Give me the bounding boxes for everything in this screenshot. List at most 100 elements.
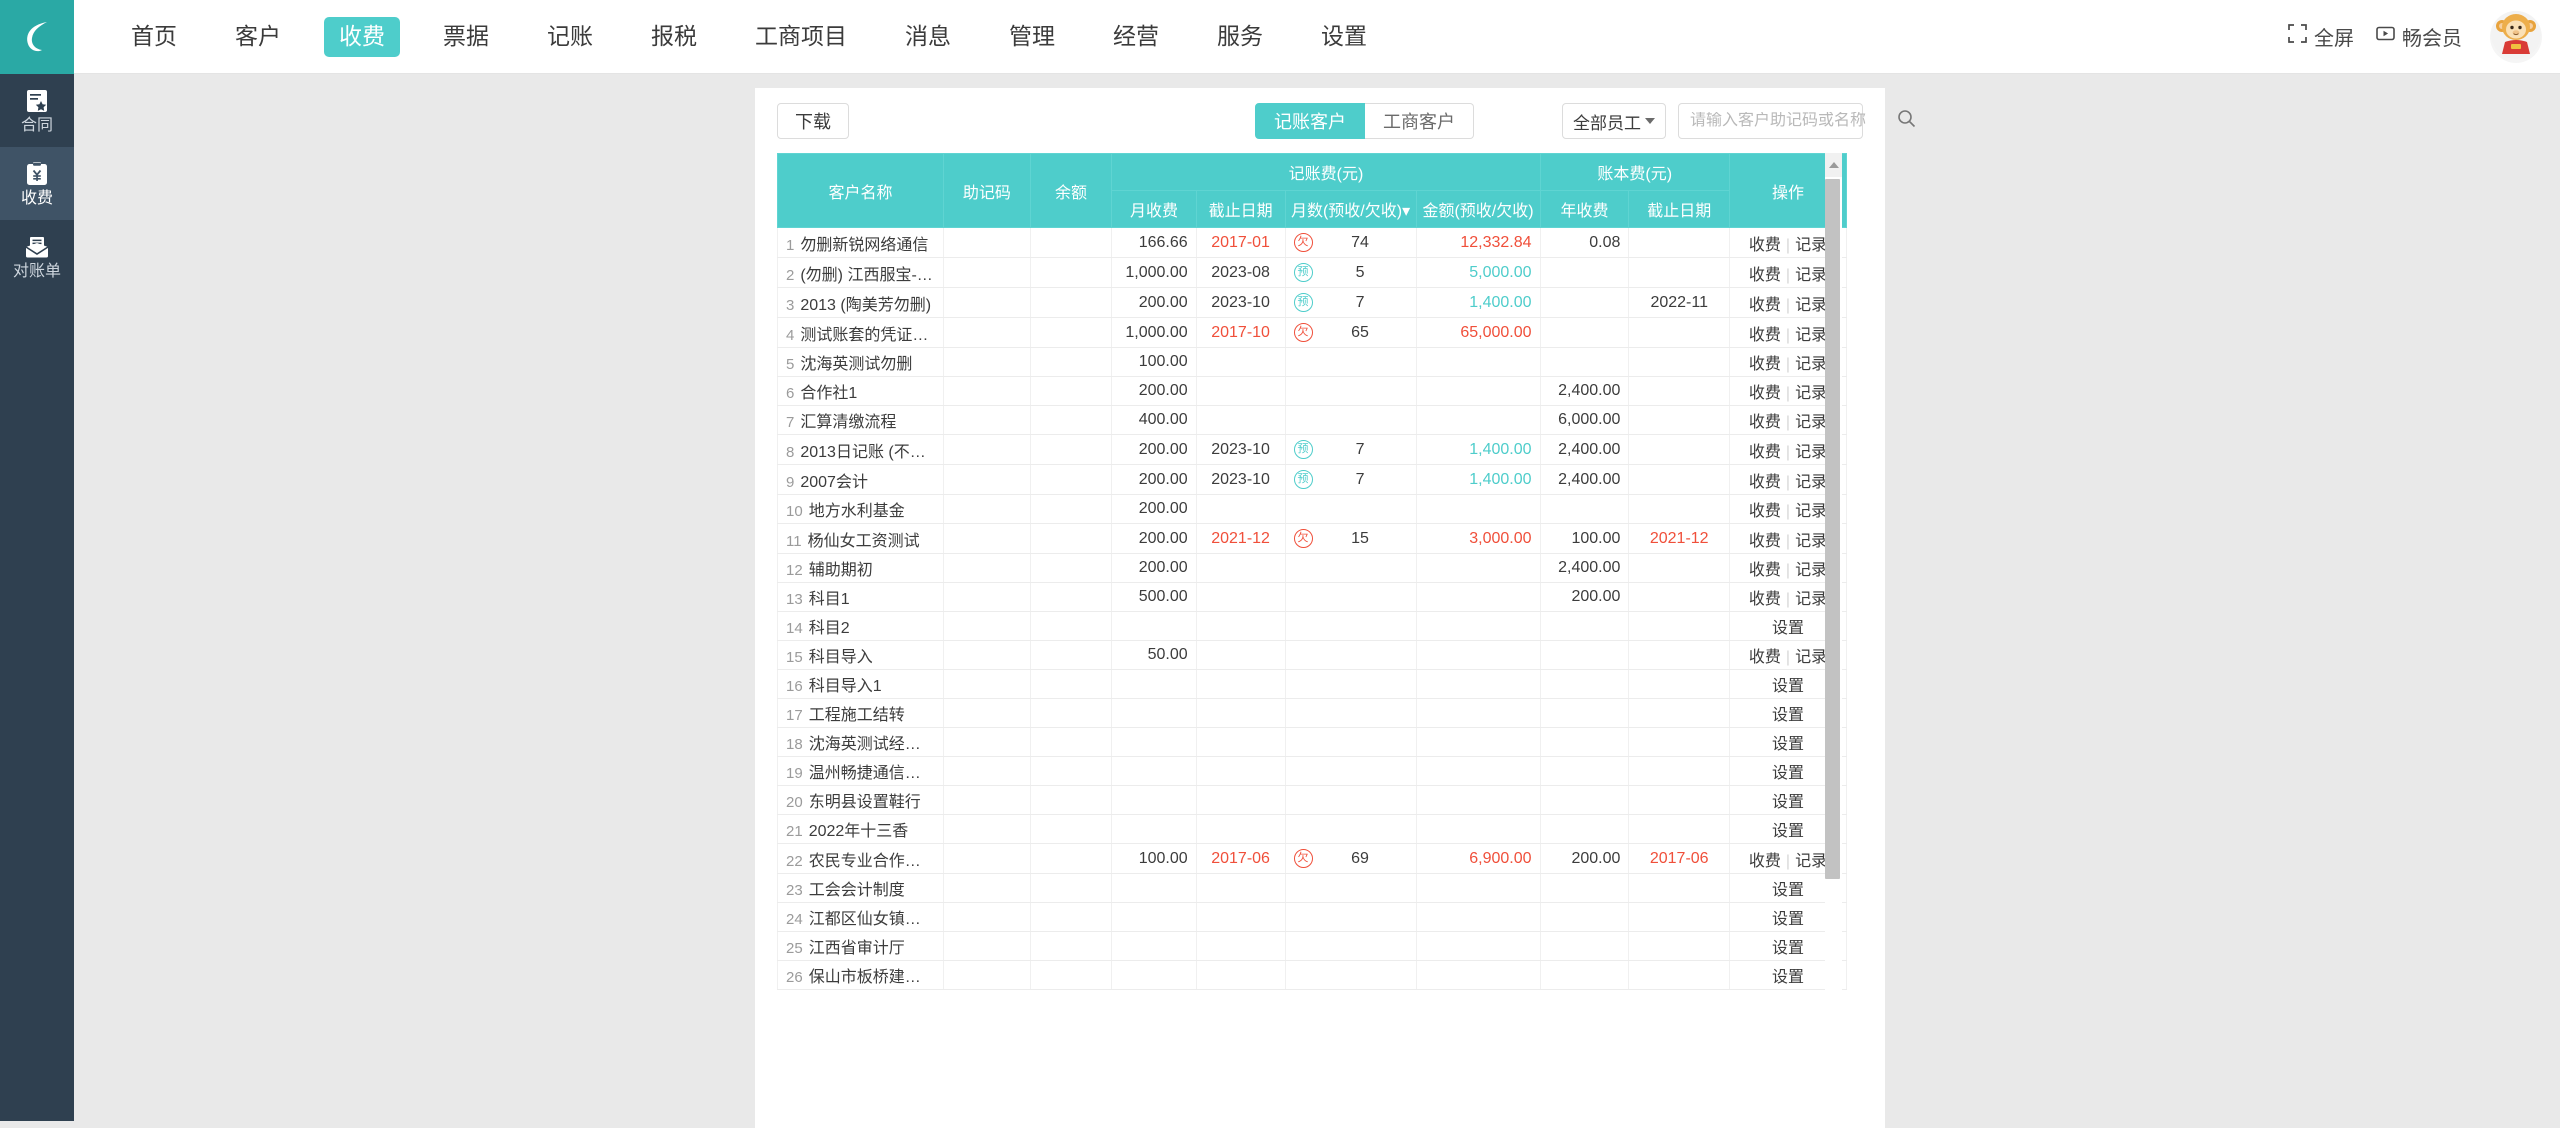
record-link[interactable]: 记录: [1795, 473, 1828, 491]
table-row[interactable]: 14 科目2 设置: [777, 611, 1847, 641]
cell-customer-name[interactable]: 4 测试账套的凭证打印...: [777, 317, 945, 348]
table-row[interactable]: 7 汇算清缴流程 400.00 6,000.00 收费 | 记录: [777, 405, 1847, 435]
nav-item-home[interactable]: 首页: [116, 17, 192, 56]
table-row[interactable]: 25 江西省审计厅 设置: [777, 931, 1847, 961]
table-row[interactable]: 21 2022年十三香 设置: [777, 814, 1847, 844]
charge-link[interactable]: 收费: [1748, 473, 1781, 491]
charge-link[interactable]: 收费: [1748, 443, 1781, 461]
setup-link[interactable]: 设置: [1771, 794, 1804, 811]
cell-customer-name[interactable]: 1 勿删新锐网络通信: [777, 227, 945, 258]
nav-item-operations[interactable]: 经营: [1098, 17, 1174, 56]
cell-customer-name[interactable]: 16 科目导入1: [777, 669, 945, 699]
table-row[interactable]: 19 温州畅捷通信息服务... 设置: [777, 756, 1847, 786]
search-icon[interactable]: [1897, 109, 1916, 133]
record-link[interactable]: 记录: [1795, 503, 1828, 520]
nav-item-management[interactable]: 管理: [994, 17, 1070, 56]
table-row[interactable]: 22农民专业合作社会计...100.002017-06欠696,900.0020…: [777, 843, 1847, 874]
nav-item-bills[interactable]: 票据: [428, 17, 504, 56]
charge-link[interactable]: 收费: [1748, 236, 1781, 254]
record-link[interactable]: 记录: [1795, 356, 1828, 373]
sidebar-item-statement[interactable]: 对账单: [0, 220, 74, 293]
charge-link[interactable]: 收费: [1748, 414, 1781, 431]
record-link[interactable]: 记录: [1795, 326, 1828, 344]
th-mnemonic[interactable]: 助记码: [943, 153, 1031, 228]
table-row[interactable]: 24 江都区仙女镇泡泡面馆 设置: [777, 902, 1847, 932]
record-link[interactable]: 记录: [1795, 414, 1828, 431]
record-link[interactable]: 记录: [1795, 852, 1828, 870]
record-link[interactable]: 记录: [1795, 532, 1828, 550]
scroll-up-button[interactable]: [1825, 153, 1842, 177]
download-button[interactable]: 下载: [777, 102, 849, 139]
cell-customer-name[interactable]: 14 科目2: [777, 611, 945, 641]
cell-customer-name[interactable]: 8 2013日记账 (不要删...: [777, 434, 945, 465]
search-input[interactable]: [1690, 112, 1897, 130]
nav-item-bookkeeping[interactable]: 记账: [532, 17, 608, 56]
cell-customer-name[interactable]: 7 汇算清缴流程: [777, 405, 945, 435]
tab-business-customer[interactable]: 工商客户: [1365, 103, 1474, 139]
cell-customer-name[interactable]: 15 科目导入: [777, 640, 945, 670]
record-link[interactable]: 记录: [1795, 649, 1828, 666]
cell-customer-name[interactable]: 20 东明县设置鞋行: [777, 785, 945, 815]
table-row[interactable]: 16 科目导入1 设置: [777, 669, 1847, 699]
cell-customer-name[interactable]: 10 地方水利基金: [777, 494, 945, 524]
table-row[interactable]: 10 地方水利基金 200.00 收费 | 记录: [777, 494, 1847, 524]
charge-link[interactable]: 收费: [1748, 503, 1781, 520]
cell-customer-name[interactable]: 25 江西省审计厅: [777, 931, 945, 961]
setup-link[interactable]: 设置: [1771, 765, 1804, 782]
nav-item-business-project[interactable]: 工商项目: [740, 17, 862, 56]
cell-customer-name[interactable]: 19 温州畅捷通信息服务...: [777, 756, 945, 786]
table-row[interactable]: 23 工会会计制度 设置: [777, 873, 1847, 903]
cell-customer-name[interactable]: 6 合作社1: [777, 376, 945, 406]
charge-link[interactable]: 收费: [1748, 356, 1781, 373]
table-row[interactable]: 26 保山市板桥建筑工程... 设置: [777, 960, 1847, 990]
charge-link[interactable]: 收费: [1748, 591, 1781, 608]
record-link[interactable]: 记录: [1795, 385, 1828, 402]
record-link[interactable]: 记录: [1795, 266, 1828, 284]
sidebar-item-fees[interactable]: 收费: [0, 147, 74, 220]
cell-customer-name[interactable]: 3 2013 (陶美芳勿删): [777, 287, 945, 318]
table-row[interactable]: 1 勿删新锐网络通信 166.66 2017-01 欠 74 12,332.84 0.08 收费…: [777, 227, 1847, 258]
th-monthly-fee[interactable]: 月收费: [1111, 190, 1197, 228]
setup-link[interactable]: 设置: [1771, 969, 1804, 986]
cell-customer-name[interactable]: 9 2007会计: [777, 464, 945, 495]
setup-link[interactable]: 设置: [1771, 736, 1804, 753]
scrollbar-thumb[interactable]: [1825, 179, 1840, 879]
table-row[interactable]: 2 (勿删) 江西服宝-LSS 1,000.00 2023-08 预 5 5,000.00 收…: [777, 257, 1847, 288]
table-row[interactable]: 15 科目导入 50.00 收费 | 记录: [777, 640, 1847, 670]
cell-customer-name[interactable]: 23 工会会计制度: [777, 873, 945, 903]
sidebar-item-contract[interactable]: 合同: [0, 74, 74, 147]
th-customer-name[interactable]: 客户名称: [777, 153, 945, 228]
table-row[interactable]: 6 合作社1 200.00 2,400.00 收费 | 记录: [777, 376, 1847, 406]
th-months-prepaid-owed[interactable]: 月数(预收/欠收)▾: [1284, 190, 1417, 228]
nav-item-services[interactable]: 服务: [1202, 17, 1278, 56]
th-monthly-due-date[interactable]: 截止日期: [1195, 190, 1286, 228]
avatar[interactable]: [2490, 10, 2542, 63]
employee-select[interactable]: 全部员工: [1562, 103, 1666, 139]
table-row[interactable]: 12 辅助期初 200.00 2,400.00 收费 | 记录: [777, 553, 1847, 583]
app-logo[interactable]: [0, 0, 74, 74]
charge-link[interactable]: 收费: [1748, 266, 1781, 284]
table-scrollbar[interactable]: [1825, 153, 1842, 1128]
charge-link[interactable]: 收费: [1748, 562, 1781, 579]
cell-customer-name[interactable]: 22 农民专业合作社会计...: [777, 843, 945, 874]
record-link[interactable]: 记录: [1795, 296, 1828, 314]
table-row[interactable]: 17 工程施工结转 设置: [777, 698, 1847, 728]
cell-customer-name[interactable]: 11 杨仙女工资测试: [777, 523, 945, 554]
table-row[interactable]: 11 杨仙女工资测试 200.00 2021-12 欠 15 3,000.00 100.00 2…: [777, 523, 1847, 554]
cell-customer-name[interactable]: 5 沈海英测试勿删: [777, 347, 945, 377]
th-yearly-due-date[interactable]: 截止日期: [1628, 190, 1730, 228]
record-link[interactable]: 记录: [1795, 443, 1828, 461]
charge-link[interactable]: 收费: [1748, 532, 1781, 550]
table-row[interactable]: 5 沈海英测试勿删 100.00 收费 | 记录: [777, 347, 1847, 377]
setup-link[interactable]: 设置: [1771, 882, 1804, 899]
cell-customer-name[interactable]: 13 科目1: [777, 582, 945, 612]
th-yearly-fee[interactable]: 年收费: [1539, 190, 1630, 228]
nav-item-messages[interactable]: 消息: [890, 17, 966, 56]
charge-link[interactable]: 收费: [1748, 852, 1781, 870]
setup-link[interactable]: 设置: [1771, 823, 1804, 840]
nav-item-fees[interactable]: 收费: [324, 17, 400, 57]
setup-link[interactable]: 设置: [1771, 940, 1804, 957]
setup-link[interactable]: 设置: [1771, 678, 1804, 695]
cell-customer-name[interactable]: 18 沈海英测试经营勿删: [777, 727, 945, 757]
table-row[interactable]: 18 沈海英测试经营勿删 设置: [777, 727, 1847, 757]
